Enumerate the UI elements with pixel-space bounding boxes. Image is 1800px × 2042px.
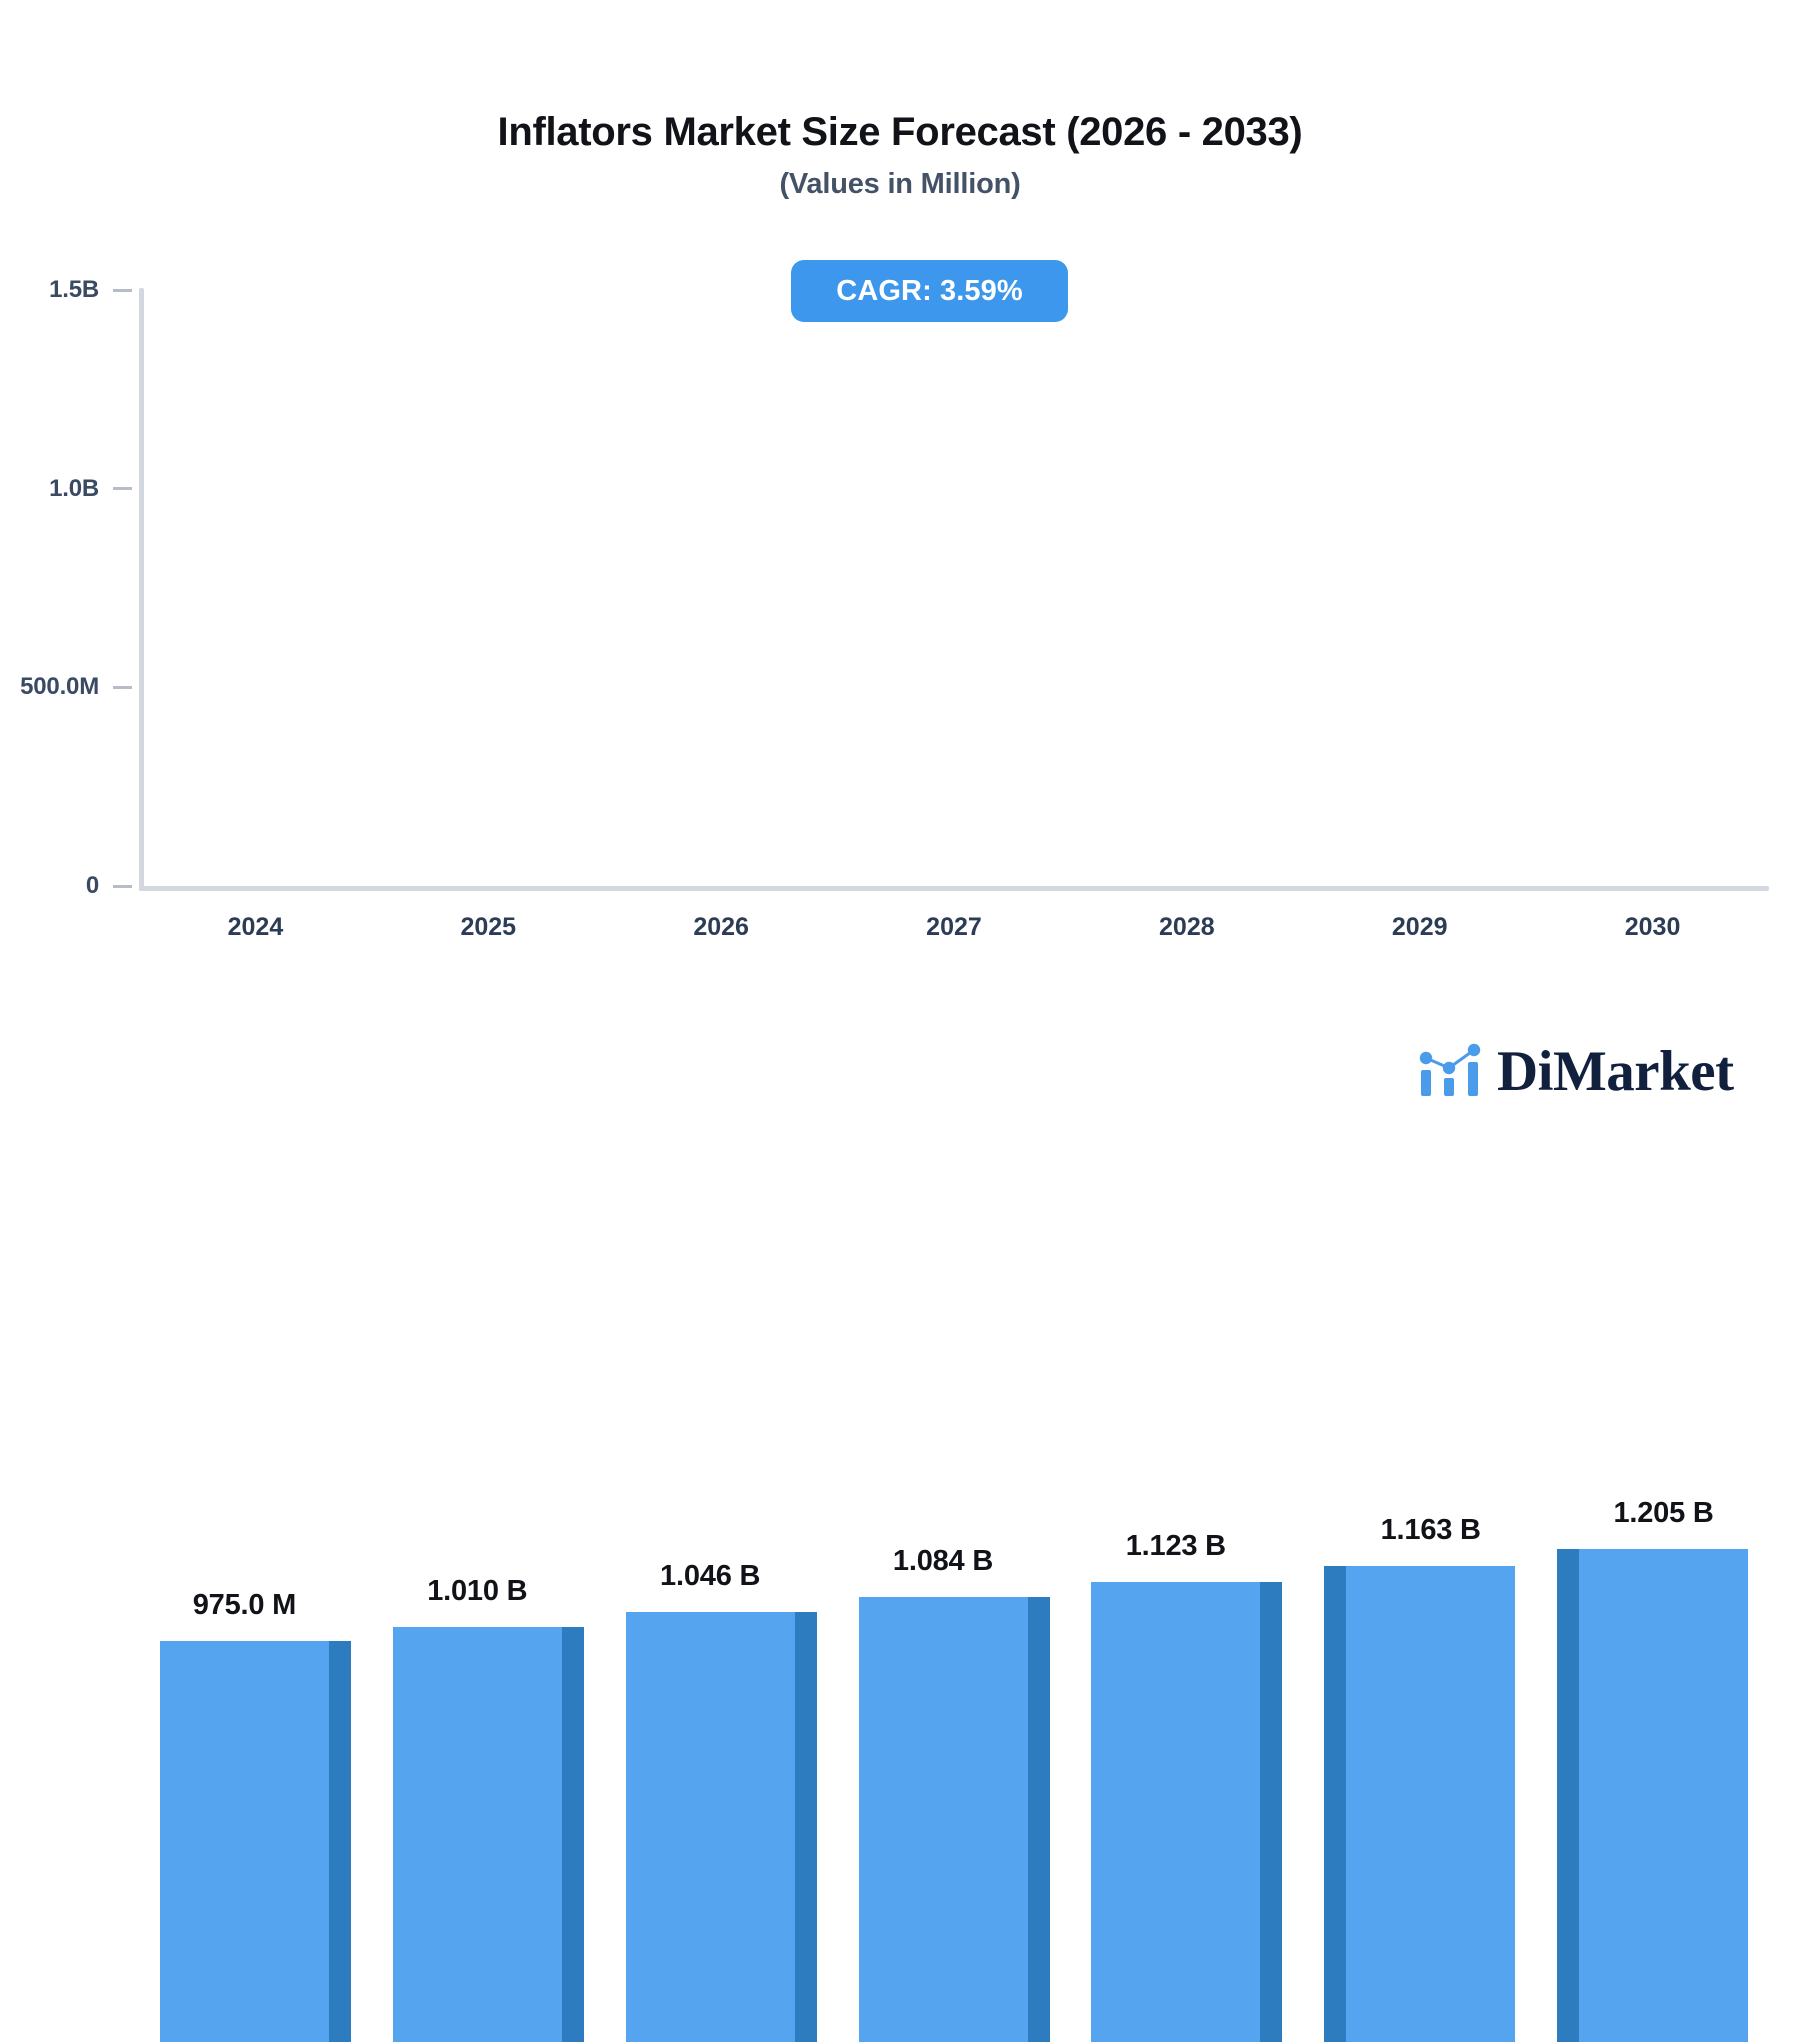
bar-front-face: [625, 1626, 795, 2042]
bar-top-face: [392, 1626, 562, 1641]
y-axis-tick-mark: [113, 685, 132, 689]
bar-chart-logo-icon: [1419, 1040, 1483, 1103]
bar-front-face: [159, 1654, 329, 2042]
bar-value-label: 1.010 B: [427, 1574, 528, 1607]
bar-side-face: [1027, 1597, 1050, 2042]
bar-front-face: [392, 1640, 562, 2042]
x-axis-category-label: 2025: [460, 913, 517, 941]
x-axis-category-label: 2026: [693, 913, 749, 941]
bar-top-face: [1579, 1549, 1749, 1564]
bar-top-face: [1091, 1581, 1261, 1596]
bar-value-label: 1.084 B: [892, 1545, 994, 1578]
y-axis-tick-label: 1.0B: [49, 474, 99, 502]
bar-value-label: 1.046 B: [660, 1560, 761, 1593]
y-axis-tick: 1.0B: [0, 474, 132, 502]
bar-value-label: 1.123 B: [1125, 1529, 1226, 1562]
y-axis-tick-mark: [113, 487, 132, 491]
y-axis-line: [139, 288, 144, 891]
bar-front-face: [1579, 1563, 1749, 2042]
bar-side-face: [794, 1612, 817, 2042]
bar-value-label: 1.163 B: [1380, 1513, 1481, 1546]
x-axis-category-label: 2028: [1159, 913, 1215, 941]
bar-value-label: 1.205 B: [1613, 1497, 1714, 1530]
y-axis-tick-mark: [113, 884, 132, 888]
cagr-badge-label: CAGR: 3.59%: [836, 274, 1023, 307]
y-axis-tick: 1.5B: [0, 276, 132, 303]
bar-value-label: 975.0 M: [192, 1588, 297, 1621]
x-axis-category-label: 2024: [227, 913, 284, 941]
y-axis-tick-label: 0: [85, 872, 99, 899]
bar-top-face: [858, 1597, 1028, 1612]
y-axis-tick: 500.0M: [0, 673, 132, 701]
page-title: Inflators Market Size Forecast (2026 - 2…: [497, 110, 1303, 154]
y-axis-tick-label: 500.0M: [20, 673, 99, 701]
bar-side-face: [1324, 1565, 1347, 2042]
bar-front-face: [1091, 1595, 1261, 2042]
bar-top-face: [625, 1612, 795, 1627]
x-axis-line: [139, 886, 1769, 891]
bar-chart-plot-area: 1.5B 1.0B 500.0M 0 975.0 M 1.010 B 1.046 B 1.0…: [0, 276, 1769, 2042]
bar-front-face: [1346, 1579, 1516, 2042]
x-axis-category-label: 2030: [1624, 913, 1681, 941]
y-axis-tick-label: 1.5B: [49, 276, 99, 303]
bar-top-face: [159, 1640, 329, 1655]
brand-logo: DiMarket: [1419, 1040, 1734, 1103]
bar-side-face: [328, 1640, 351, 2042]
x-axis-category-label: 2029: [1391, 913, 1448, 941]
bar-front-face: [858, 1611, 1028, 2042]
y-axis-tick: 0: [0, 872, 132, 899]
cagr-badge: CAGR: 3.59%: [791, 260, 1068, 322]
bar-side-face: [561, 1626, 584, 2042]
bar-top-face: [1346, 1565, 1516, 1580]
bar-side-face: [1260, 1581, 1283, 2042]
x-axis-category-label: 2027: [926, 913, 982, 941]
brand-name: DiMarket: [1497, 1040, 1734, 1103]
chart-subtitle: (Values in Million): [779, 168, 1021, 200]
y-axis-tick-mark: [113, 288, 132, 292]
bar-side-face: [1557, 1549, 1580, 2042]
